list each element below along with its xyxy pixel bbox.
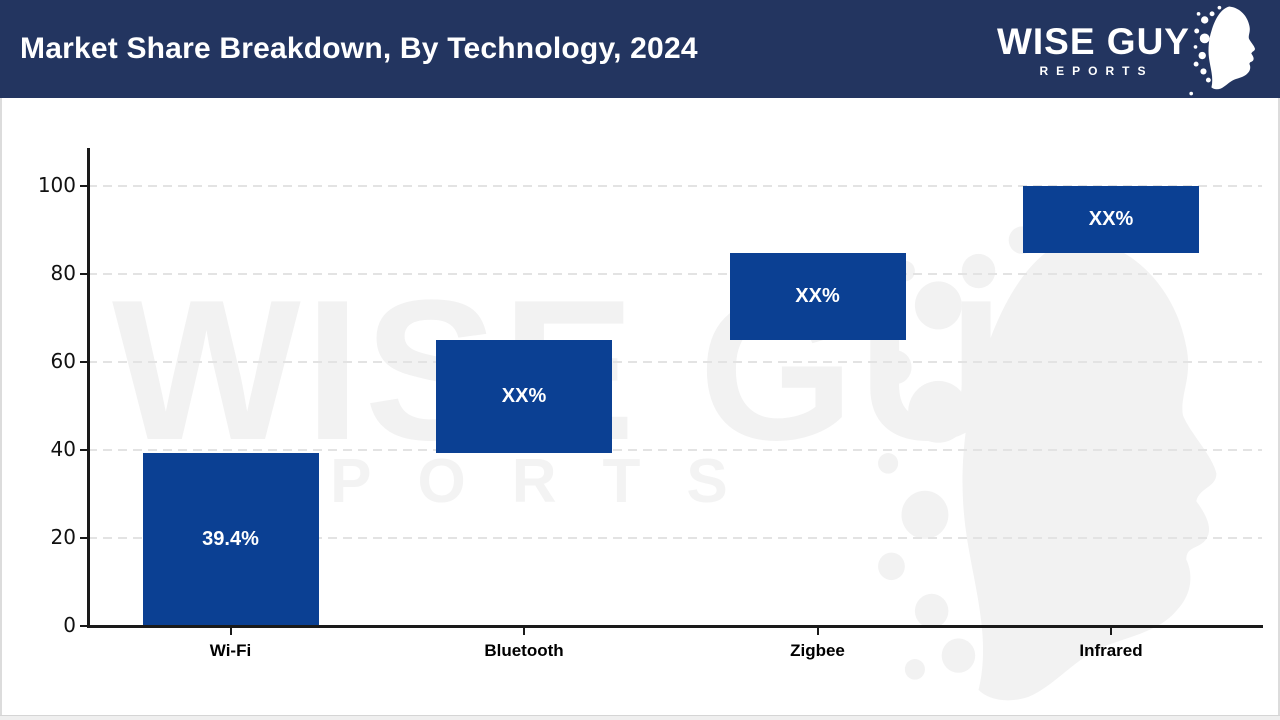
logo-text: WISE GUY REPORTS [997,23,1190,78]
bar-value-label: XX% [1088,207,1134,230]
x-tick-mark [816,628,819,635]
x-category-label: Wi-Fi [209,641,252,660]
wise-guy-logo: WISE GUY REPORTS [997,5,1270,96]
x-category-label: Bluetooth [484,641,564,660]
page-title: Market Share Breakdown, By Technology, 2… [20,32,698,65]
y-tick-label: 60 [50,349,76,373]
gridline-60 [88,361,1262,363]
y-tick-mark [80,625,88,627]
chart-area: WISE GUY REPORTS 0 20 40 60 80 100 39.4% Wi-Fi X… [0,98,1280,715]
bar-wi-fi: 39.4% [142,452,319,626]
y-tick-mark [80,185,88,187]
logo-subtitle: REPORTS [1039,63,1154,78]
x-category-label: Zigbee [790,641,845,660]
logo-wordmark: WISE GUY [996,20,1190,62]
x-tick-mark [1110,628,1112,635]
header: Market Share Breakdown, By Technology, 2… [0,0,1280,98]
page-border-right [1278,98,1280,720]
gridline-100 [88,185,1262,187]
x-category-label: Infrared [1079,641,1143,660]
bar-zigbee: XX% [729,252,906,340]
y-tick-label: 100 [37,173,76,197]
y-tick-mark [80,361,88,363]
page-border-bottom [0,715,1280,720]
page-border-left [0,98,2,720]
x-tick-mark [523,628,525,635]
y-tick-label: 80 [50,261,76,285]
y-tick-mark [80,449,88,451]
face-profile-icon [1189,5,1255,96]
x-tick-mark [229,628,232,635]
bar-infrared: XX% [1023,186,1199,253]
y-tick-mark [80,273,88,275]
gridline-20 [88,537,1262,539]
gridline-80 [88,273,1262,275]
bar-value-label: XX% [501,384,547,407]
gridline-40 [88,449,1262,451]
y-tick-mark [80,537,88,539]
y-tick-label: 40 [50,437,76,461]
x-axis-line [87,625,1263,628]
bar-bluetooth: XX% [436,340,612,453]
y-tick-label: 0 [63,613,76,637]
bar-value-label: 39.4% [202,527,259,550]
y-tick-label: 20 [50,525,76,549]
bar-value-label: XX% [795,284,840,307]
y-axis-line [87,148,90,628]
